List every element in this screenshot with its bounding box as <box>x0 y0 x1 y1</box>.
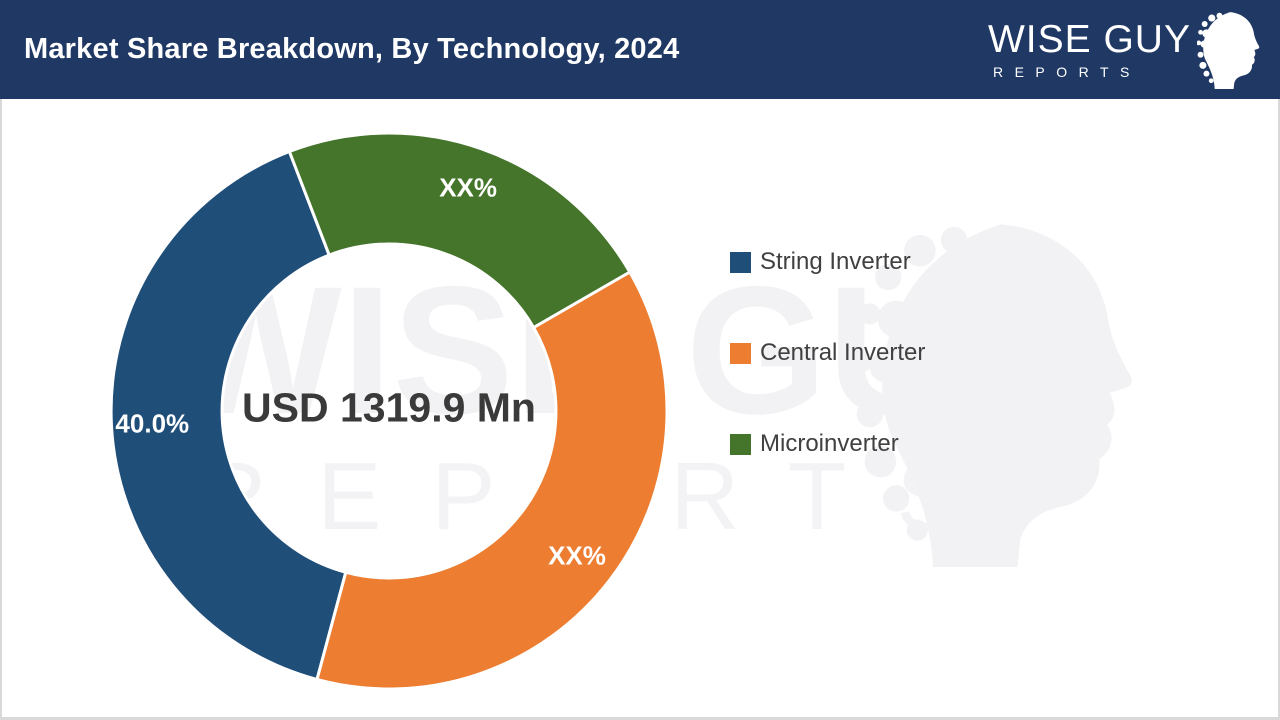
page-title: Market Share Breakdown, By Technology, 2… <box>24 33 680 65</box>
legend-label: String Inverter <box>760 248 911 275</box>
logo-subtitle: REPORTS <box>992 64 1141 80</box>
donut-segment-microinverter <box>287 131 632 329</box>
segment-percent-label: XX% <box>548 540 606 570</box>
donut-chart: 40.0% XX% XX% <box>109 131 669 691</box>
logo-text: WISE GUY REPORTS <box>988 20 1191 79</box>
logo-wordmark: WISE GUY <box>987 18 1191 61</box>
legend-swatch <box>730 342 751 364</box>
legend-label: Central Inverter <box>760 339 926 366</box>
logo-face-icon <box>1197 11 1262 89</box>
legend-label: Microinverter <box>760 430 899 457</box>
wise-guy-reports-logo: WISE GUY REPORTS <box>988 11 1262 89</box>
legend-item-central-inverter: Central Inverter <box>730 341 925 365</box>
segment-percent-label: 40.0% <box>115 408 189 438</box>
legend-swatch <box>730 433 751 455</box>
donut-center-value: USD 1319.9 Mn <box>242 384 536 431</box>
legend-item-microinverter: Microinverter <box>730 432 925 456</box>
legend-item-string-inverter: String Inverter <box>730 250 925 274</box>
donut-segment-central-inverter <box>315 270 669 691</box>
segment-percent-label: XX% <box>439 173 497 203</box>
chart-legend: String Inverter Central Inverter Microinve… <box>730 250 925 523</box>
legend-swatch <box>730 251 751 273</box>
header-bar: Market Share Breakdown, By Technology, 2… <box>0 0 1280 99</box>
donut-segment-string-inverter <box>109 150 348 681</box>
chart-canvas: WISE GUY REPORTS 40.0%XX%XX% USD 1319.9 … <box>0 99 1280 720</box>
